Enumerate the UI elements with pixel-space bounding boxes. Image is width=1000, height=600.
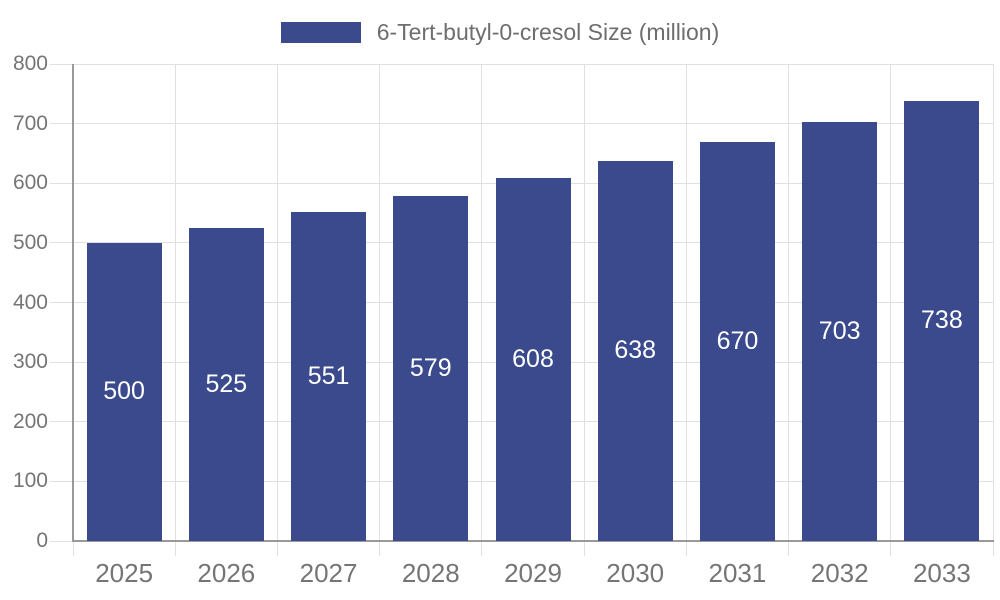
bar-2029: 608 (495, 178, 571, 541)
bar-value-label: 738 (921, 306, 963, 335)
bar-value-label: 579 (409, 353, 452, 382)
bar-2026: 525 (188, 227, 264, 541)
y-axis-tick-label: 800 (12, 52, 48, 75)
y-axis-tick-label: 500 (12, 230, 48, 254)
gridline-horizontal (50, 123, 993, 125)
gridline-vertical (788, 64, 790, 556)
x-axis-tick-label: 2030 (606, 558, 665, 588)
x-axis-tick-label: 2033 (912, 558, 971, 588)
legend: 6-Tert-butyl-0-cresol Size (million) (0, 15, 1000, 49)
bar-value-label: 551 (307, 362, 350, 391)
gridline-horizontal (50, 63, 993, 65)
y-axis-tick-label: 300 (12, 350, 48, 374)
y-axis-tick-label: 400 (12, 290, 48, 314)
bar-value-label: 703 (818, 316, 861, 345)
y-axis-tick-label: 100 (12, 469, 48, 493)
bar-2030: 638 (597, 160, 673, 541)
legend-label: 6-Tert-butyl-0-cresol Size (million) (376, 18, 720, 45)
y-axis-tick-label: 700 (12, 111, 48, 135)
gridline-vertical (583, 64, 585, 556)
x-axis-tick-label: 2028 (401, 558, 460, 588)
legend-swatch (280, 21, 361, 43)
x-axis-line (72, 540, 994, 542)
bar-value-label: 500 (103, 377, 145, 406)
gridline-vertical (481, 64, 483, 556)
bar-2025: 500 (86, 242, 162, 541)
bar-value-label: 608 (512, 345, 554, 374)
bar-value-label: 638 (614, 336, 657, 365)
gridline-vertical (276, 64, 278, 556)
bar-2031: 670 (699, 141, 775, 541)
x-axis-tick-label: 2029 (504, 558, 562, 588)
legend-item[interactable]: 6-Tert-butyl-0-cresol Size (million) (280, 18, 720, 46)
gridline-vertical (992, 64, 994, 556)
gridline-vertical (685, 64, 687, 556)
x-axis-tick-label: 2031 (708, 558, 767, 588)
bar-value-label: 525 (205, 369, 248, 398)
gridline-vertical (174, 64, 176, 556)
x-axis-tick-label: 2025 (95, 558, 154, 588)
y-axis-tick-label: 0 (36, 529, 48, 552)
y-axis-line (72, 64, 74, 542)
y-axis-tick-label: 600 (12, 171, 48, 195)
bar-2028: 579 (393, 195, 469, 541)
x-axis-tick-label: 2026 (197, 558, 256, 588)
bar-2033: 738 (904, 100, 980, 541)
x-axis-tick-label: 2027 (299, 558, 358, 588)
bar-2032: 703 (802, 121, 878, 541)
bar-value-label: 670 (716, 326, 759, 355)
bar-2027: 551 (291, 212, 367, 541)
y-axis-tick-label: 200 (12, 409, 48, 433)
gridline-vertical (890, 64, 892, 556)
gridline-vertical (379, 64, 381, 556)
x-axis-tick-label: 2032 (810, 558, 869, 588)
